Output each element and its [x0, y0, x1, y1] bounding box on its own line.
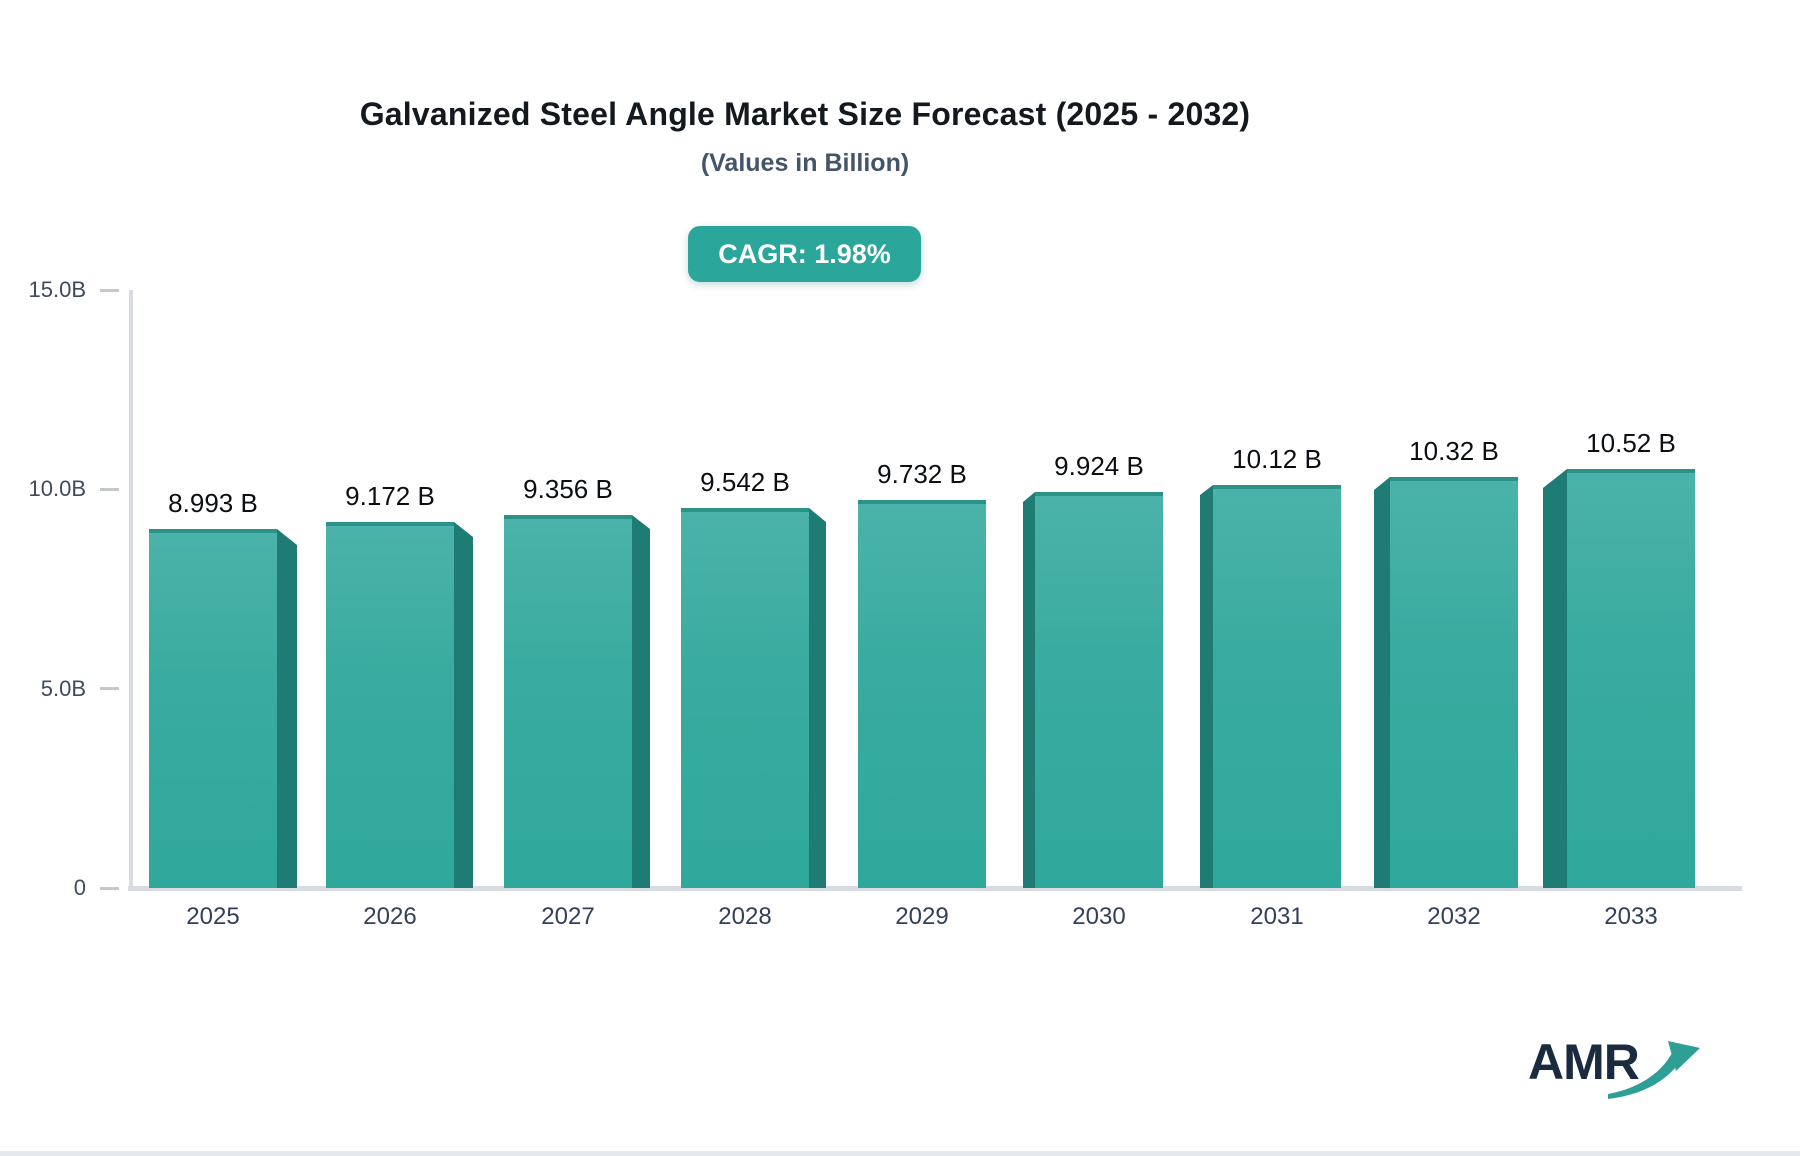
- x-tick-label-2033: 2033: [1604, 903, 1658, 930]
- y-tick-label: 0: [73, 875, 86, 900]
- bar-value-label: 9.356 B: [523, 474, 613, 504]
- y-tick-dash: [100, 288, 119, 292]
- y-tick-dash: [100, 687, 119, 691]
- bar-value-label: 10.32 B: [1409, 436, 1499, 466]
- bar-side-2030: [1023, 492, 1035, 888]
- bar-2025: [149, 529, 277, 888]
- chart-title: Galvanized Steel Angle Market Size Forec…: [359, 96, 1251, 132]
- y-axis-line: [129, 290, 133, 891]
- bar-side-2027: [632, 515, 650, 888]
- bar-2031: [1213, 485, 1341, 888]
- y-tick-label: 15.0B: [28, 277, 87, 302]
- bar-value-label: 9.172 B: [345, 481, 435, 511]
- growth-arrow-icon: [1608, 1041, 1700, 1099]
- y-tick-dash: [100, 487, 119, 491]
- x-tick-label-2027: 2027: [541, 903, 595, 930]
- x-axis-line: [128, 886, 1742, 891]
- x-tick-label-2029: 2029: [895, 903, 949, 930]
- bar-side-2026: [454, 522, 473, 888]
- bar-2033: [1567, 469, 1695, 888]
- bar-side-2031: [1200, 485, 1213, 888]
- bar-2026: [326, 522, 454, 888]
- bar-2028: [681, 508, 809, 888]
- bar-2029: [858, 500, 986, 888]
- amr-logo: AMR: [1528, 1033, 1728, 1113]
- y-tick-label: 10.0B: [28, 476, 87, 502]
- chart-subtitle: (Values in Billion): [700, 149, 910, 177]
- bar-2027: [504, 515, 632, 888]
- y-tick-dash: [100, 886, 119, 890]
- bar-side-2025: [277, 529, 297, 888]
- bar-side-2033: [1543, 469, 1567, 888]
- x-tick-label-2028: 2028: [718, 903, 772, 930]
- bar-value-label: 10.52 B: [1586, 428, 1676, 458]
- bar-value-label: 8.993 B: [168, 488, 258, 518]
- x-tick-label-2032: 2032: [1427, 903, 1481, 930]
- cagr-badge: CAGR: 1.98%: [688, 226, 921, 282]
- x-tick-label-2030: 2030: [1072, 903, 1126, 930]
- x-tick-label-2025: 2025: [186, 903, 240, 930]
- bar-2032: [1390, 477, 1518, 888]
- bar-value-label: 9.924 B: [1054, 451, 1144, 481]
- bar-value-label: 10.12 B: [1232, 444, 1322, 474]
- bar-value-label: 9.542 B: [700, 467, 790, 497]
- x-tick-label-2031: 2031: [1250, 903, 1304, 930]
- bar-2030: [1035, 492, 1163, 888]
- bar-side-2032: [1374, 477, 1390, 888]
- amr-logo-text: AMR: [1528, 1034, 1640, 1090]
- y-tick-label: 5.0B: [40, 675, 86, 701]
- bar-side-2028: [809, 508, 826, 888]
- x-tick-label-2026: 2026: [363, 903, 417, 930]
- bar-value-label: 9.732 B: [877, 459, 967, 489]
